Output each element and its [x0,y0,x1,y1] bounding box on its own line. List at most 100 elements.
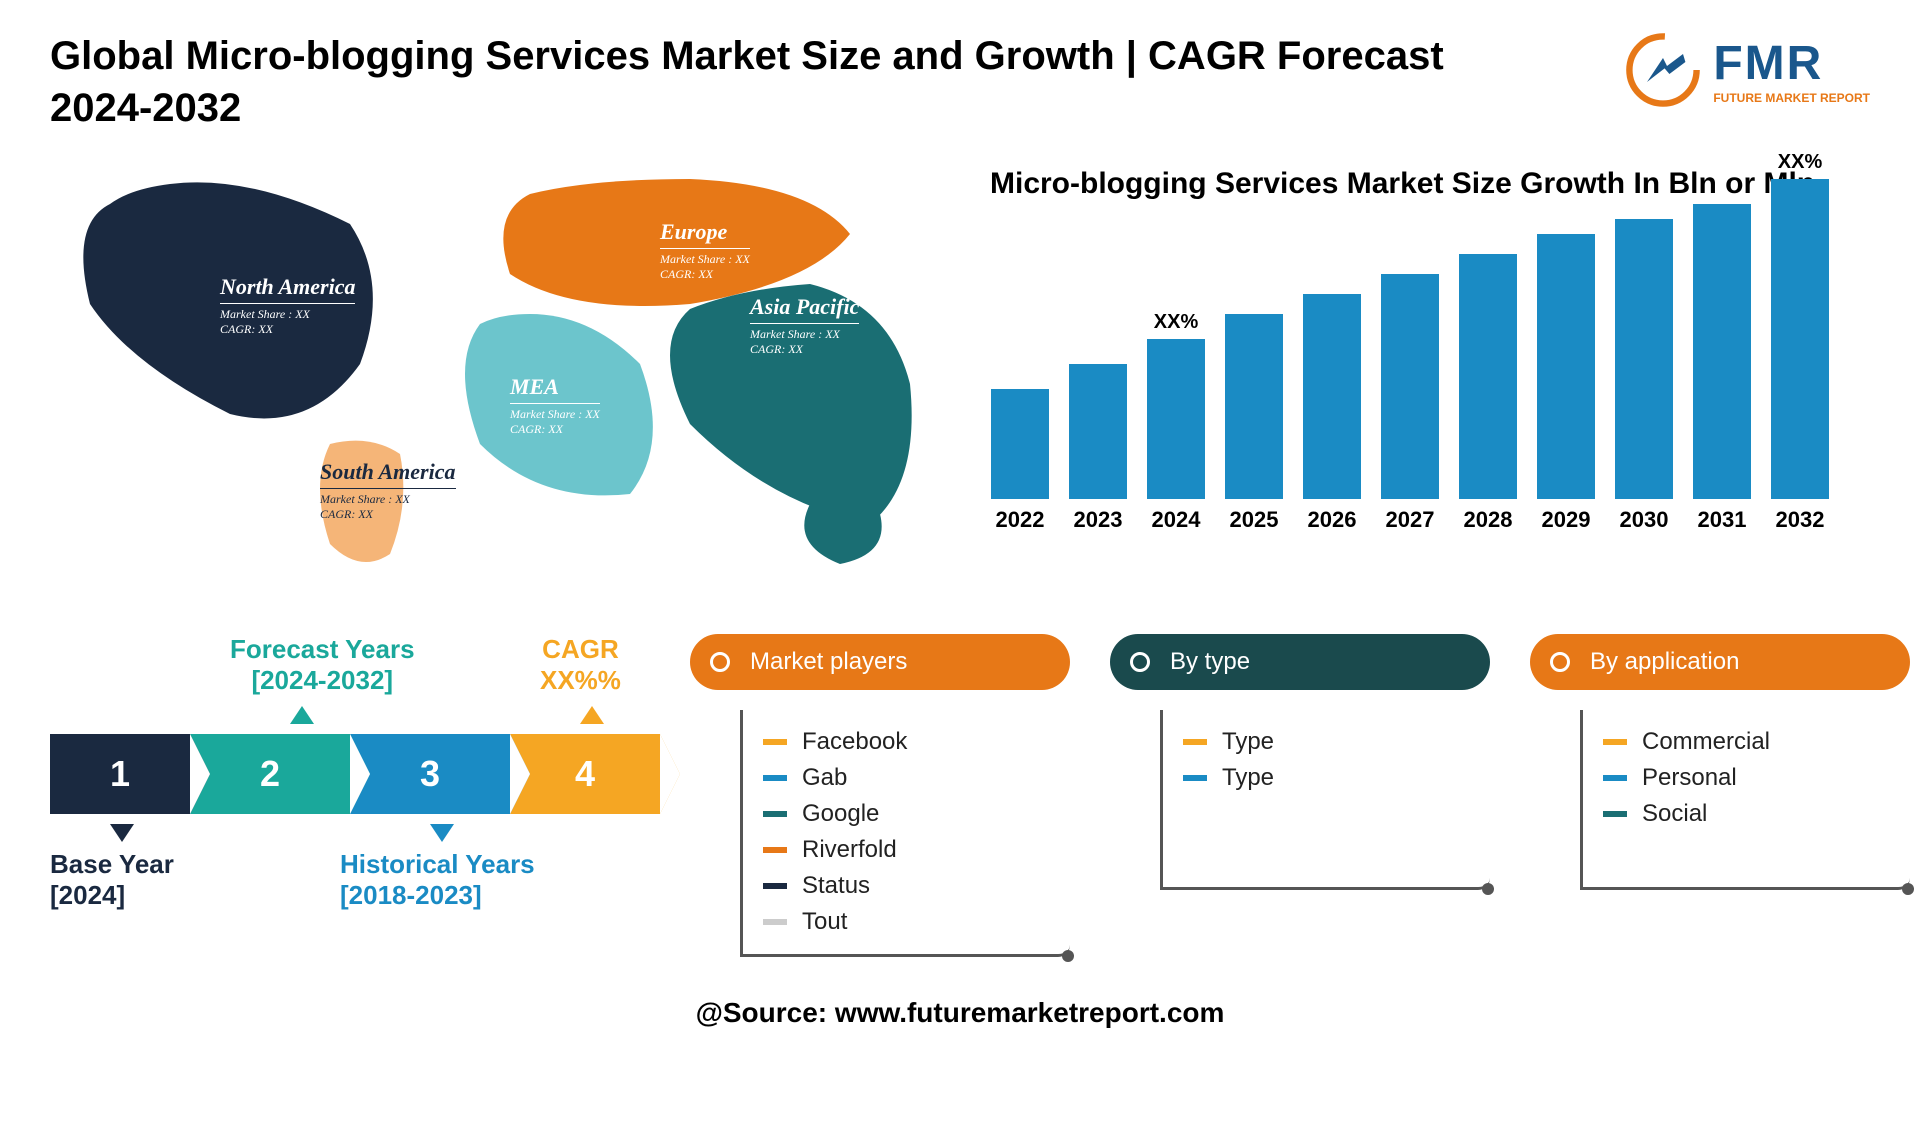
chart-title: Micro-blogging Services Market Size Grow… [990,164,1870,203]
title-line-1: Global Micro-blogging Services Market Si… [50,34,1444,78]
item-label: Gab [802,764,847,792]
dash-icon [763,775,787,781]
item-label: Type [1222,728,1274,756]
timeline-step-3: 3 [350,734,510,814]
logo-sub-text: FUTURE MARKET REPORT [1713,91,1870,105]
bar-rect [1069,364,1127,499]
dash-icon [763,811,787,817]
dash-icon [1603,811,1627,817]
historical-label: Historical Years[2018-2023] [340,849,535,911]
bar-year-label: 2022 [996,507,1045,533]
item-label: Commercial [1642,728,1770,756]
logo-icon [1623,30,1703,110]
item-label: Google [802,800,879,828]
pill-title: Market players [750,648,907,676]
pill-list: Facebook Gab Google Riverfold Status Tout [740,710,1070,957]
historical-arrow-icon [430,824,454,842]
timeline-step-2: 2 [190,734,350,814]
cagr-arrow-icon [580,706,604,724]
item-label: Status [802,872,870,900]
region-label-north-america: North AmericaMarket Share : XXCAGR: XX [220,274,355,337]
pill-dot-icon [1130,652,1150,672]
bar-2022: 2022 [990,389,1050,533]
pill-header: By application [1530,634,1910,690]
list-item: Gab [763,764,1070,792]
bar-year-label: 2030 [1620,507,1669,533]
list-item: Status [763,872,1070,900]
item-label: Type [1222,764,1274,792]
bar-year-label: 2026 [1308,507,1357,533]
source-attribution: @Source: www.futuremarketreport.com [50,997,1870,1029]
pill-header: Market players [690,634,1070,690]
bar-2031: 2031 [1692,204,1752,533]
bar-year-label: 2028 [1464,507,1513,533]
bar-rect [1225,314,1283,499]
page-title: Global Micro-blogging Services Market Si… [50,30,1444,134]
bar-year-label: 2027 [1386,507,1435,533]
pill-header: By type [1110,634,1490,690]
dash-icon [1183,775,1207,781]
bar-top-label: XX% [1778,151,1822,174]
pills-row: Market players Facebook Gab Google Riverfol… [690,634,1910,957]
bar-2028: 2028 [1458,254,1518,533]
list-item: Social [1603,800,1910,828]
bar-rect [1771,179,1829,499]
forecast-label: Forecast Years[2024-2032] [230,634,415,696]
pill-by-application: By application Commercial Personal Social [1530,634,1910,957]
dash-icon [763,739,787,745]
bar-rect [991,389,1049,499]
pill-market-players: Market players Facebook Gab Google Riverfol… [690,634,1070,957]
bar-rect [1303,294,1361,499]
dash-icon [1603,739,1627,745]
bar-rect [1381,274,1439,499]
bar-2030: 2030 [1614,219,1674,533]
bar-rect [1693,204,1751,499]
bar-year-label: 2031 [1698,507,1747,533]
world-map: North AmericaMarket Share : XXCAGR: XXSo… [50,164,950,584]
list-item: Riverfold [763,836,1070,864]
item-label: Facebook [802,728,907,756]
timeline-step-1: 1 [50,734,190,814]
logo-fmr-text: FMR [1713,36,1870,91]
pill-title: By application [1590,648,1739,676]
bar-year-label: 2029 [1542,507,1591,533]
pill-list: Commercial Personal Social [1580,710,1910,890]
bar-year-label: 2023 [1074,507,1123,533]
main-row: North AmericaMarket Share : XXCAGR: XXSo… [50,164,1870,584]
list-item: Google [763,800,1070,828]
timeline-step-4: 4 [510,734,660,814]
pill-title: By type [1170,648,1250,676]
bar-year-label: 2025 [1230,507,1279,533]
list-item: Tout [763,908,1070,936]
forecast-arrow-icon [290,706,314,724]
map-svg [50,164,950,584]
pill-dot-icon [710,652,730,672]
bar-year-label: 2032 [1776,507,1825,533]
dash-icon [763,919,787,925]
region-label-asia-pacific: Asia PacificMarket Share : XXCAGR: XX [750,294,859,357]
bar-2027: 2027 [1380,274,1440,533]
item-label: Riverfold [802,836,897,864]
cagr-label: CAGRXX%% [540,634,621,696]
bars-container: 2022 2023 XX% 2024 2025 2026 2027 2028 2… [990,213,1870,533]
bar-2024: XX% 2024 [1146,311,1206,533]
title-line-2: 2024-2032 [50,86,241,130]
base-year-label: Base Year[2024] [50,849,174,911]
bar-rect [1459,254,1517,499]
list-item: Type [1183,764,1490,792]
bar-2023: 2023 [1068,364,1128,533]
item-label: Social [1642,800,1707,828]
bar-rect [1615,219,1673,499]
bar-chart: Micro-blogging Services Market Size Grow… [990,164,1870,584]
dash-icon [1603,775,1627,781]
list-item: Type [1183,728,1490,756]
pill-by-type: By type Type Type [1110,634,1490,957]
chevron-row: 1234 [50,734,660,814]
pill-dot-icon [1550,652,1570,672]
bar-top-label: XX% [1154,311,1198,334]
header: Global Micro-blogging Services Market Si… [50,30,1870,134]
list-item: Commercial [1603,728,1910,756]
bottom-row: Forecast Years[2024-2032] CAGRXX%% 1234 … [50,634,1870,957]
list-item: Personal [1603,764,1910,792]
bar-2029: 2029 [1536,234,1596,533]
